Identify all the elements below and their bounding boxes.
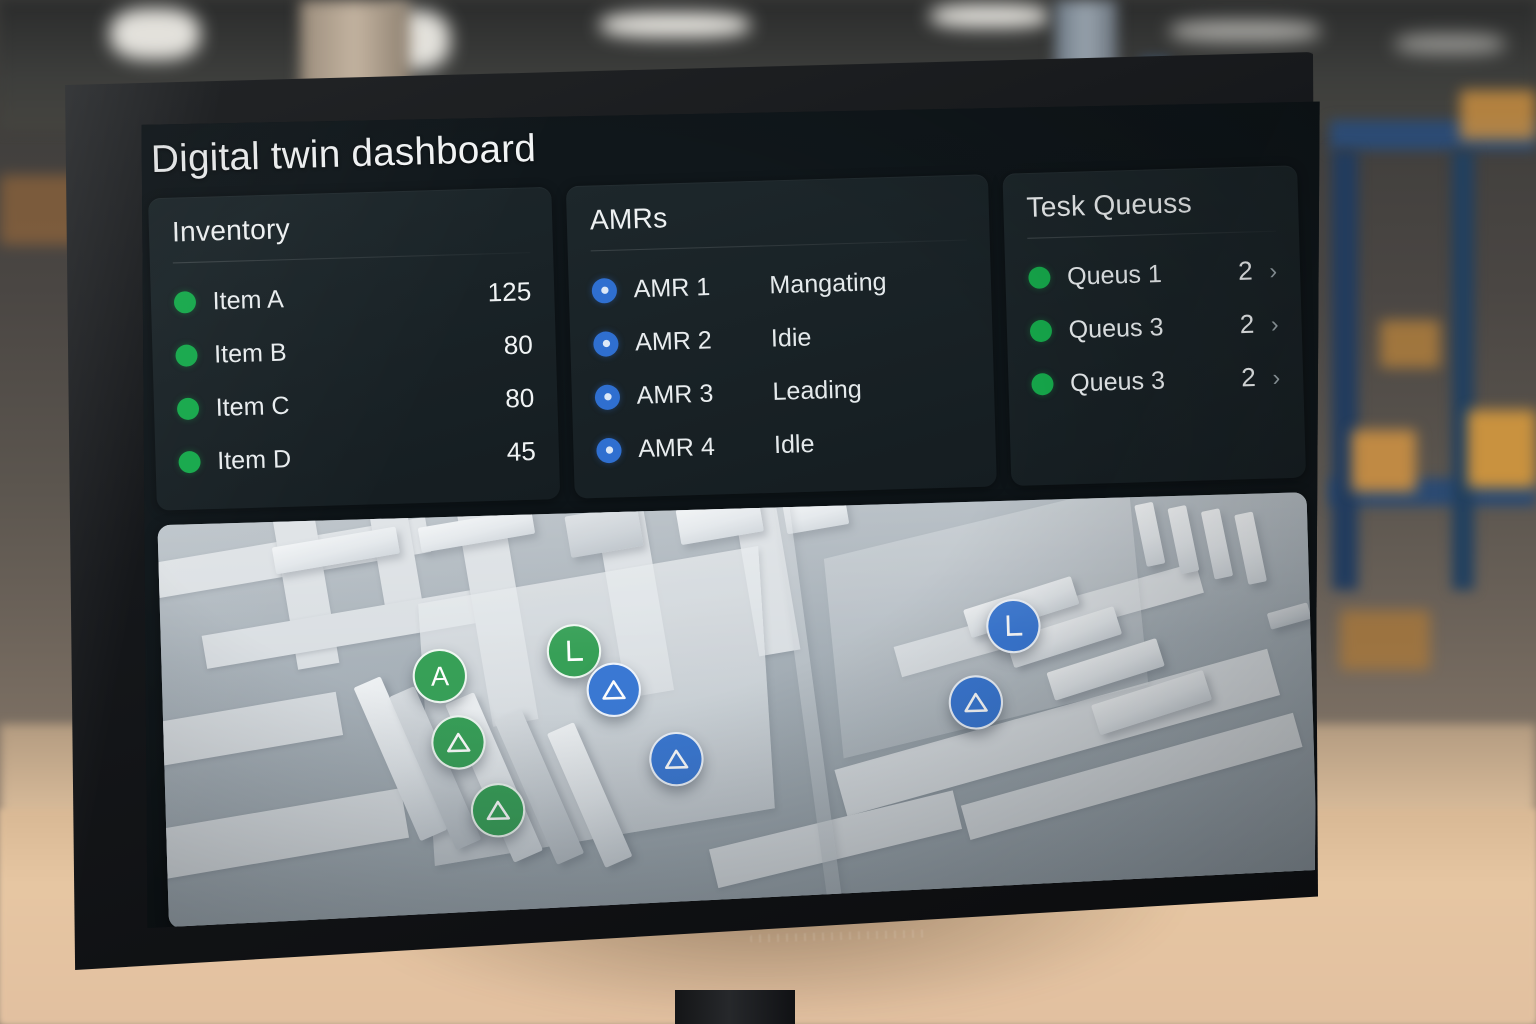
green-dot-icon: [178, 450, 201, 474]
background-carton: [1352, 430, 1416, 492]
ceiling-light-icon: [930, 4, 1050, 28]
amr-label: AMR 3: [636, 379, 714, 410]
ceiling-light-icon: [110, 8, 200, 60]
task-queues-panel-title: Tesk Queuss: [1025, 187, 1193, 224]
row-spacer: [710, 285, 769, 287]
row-spacer: [1162, 272, 1238, 274]
row-spacer: [1165, 379, 1241, 381]
amr-marker-triangle-icon[interactable]: [648, 731, 705, 788]
amr-status: Idie: [770, 322, 812, 353]
queue-label: Queus 1: [1066, 259, 1163, 291]
ceiling-light-icon: [1170, 20, 1320, 42]
summary-cards: Inventory Item A 125 Item B 80: [148, 165, 1307, 511]
inventory-panel: Inventory Item A 125 Item B 80: [148, 186, 561, 511]
row-spacer: [287, 346, 504, 352]
task-queues-panel: Tesk Queuss Queus 1 2 › Queus 3: [1002, 165, 1307, 487]
inventory-item-value: 45: [506, 437, 537, 468]
blue-ring-icon: [593, 330, 619, 357]
green-dot-icon: [1029, 319, 1053, 343]
amr-marker-triangle-icon[interactable]: [585, 661, 642, 718]
amr-label: AMR 1: [633, 272, 711, 303]
blue-ring-icon: [596, 437, 622, 463]
inventory-item-label: Item B: [213, 338, 288, 369]
monitor-screen: Digital twin dashboard Inventory Item A …: [141, 101, 1320, 928]
ceiling-light-icon: [1395, 34, 1505, 54]
row-spacer: [1163, 325, 1239, 327]
green-dot-icon: [175, 344, 198, 367]
green-dot-icon: [173, 291, 197, 314]
background-carton: [1380, 320, 1440, 368]
chevron-right-icon[interactable]: ›: [1270, 310, 1279, 337]
amr-status: Leading: [772, 374, 863, 406]
monitor-stand-neck: [675, 990, 795, 1024]
blue-ring-icon: [591, 277, 618, 304]
row-spacer: [284, 294, 488, 300]
monitor: Digital twin dashboard Inventory Item A …: [60, 52, 1320, 1024]
amr-status: Mangating: [768, 267, 887, 300]
queue-row[interactable]: Queus 1 2 ›: [1028, 244, 1278, 304]
queue-count: 2: [1240, 362, 1257, 393]
queue-row[interactable]: Queus 3 2 ›: [1029, 297, 1279, 357]
inventory-item-label: Item A: [212, 284, 285, 316]
station-marker-l-icon[interactable]: [985, 598, 1042, 655]
robot-marker-triangle-icon[interactable]: [430, 714, 487, 771]
amr-marker-triangle-icon[interactable]: [947, 674, 1004, 731]
background-racking: [1332, 150, 1358, 590]
chevron-right-icon[interactable]: ›: [1269, 257, 1278, 284]
inventory-row[interactable]: Item D 45: [178, 426, 537, 490]
background-carton: [1460, 90, 1536, 140]
row-spacer: [713, 392, 772, 394]
row-spacer: [715, 445, 774, 447]
row-spacer: [291, 453, 507, 459]
background-carton: [1468, 410, 1536, 488]
amr-row[interactable]: AMR 4 Idle: [596, 413, 974, 477]
amr-label: AMR 2: [634, 325, 713, 357]
chevron-right-icon[interactable]: ›: [1272, 363, 1281, 391]
queue-count: 2: [1239, 309, 1255, 340]
station-marker-l-icon[interactable]: [546, 623, 602, 680]
warehouse-3d-map[interactable]: A: [157, 492, 1319, 928]
inventory-item-label: Item D: [216, 444, 292, 475]
queue-count: 2: [1237, 256, 1254, 287]
queue-label: Queus 3: [1068, 312, 1164, 344]
robot-marker-triangle-icon[interactable]: [470, 782, 527, 839]
green-dot-icon: [1031, 372, 1054, 396]
ceiling-light-icon: [600, 12, 750, 38]
amrs-panel: AMRs AMR 1 Mangating AMR 2 Idie: [565, 174, 997, 499]
inventory-item-value: 125: [487, 277, 532, 308]
background-racking: [1452, 150, 1474, 590]
queue-row[interactable]: Queus 3 2 ›: [1031, 351, 1281, 411]
green-dot-icon: [1028, 266, 1051, 289]
row-spacer: [290, 400, 506, 406]
marker-glyph-a: A: [430, 660, 450, 692]
inventory-item-label: Item C: [215, 391, 290, 422]
monitor-speaker-grille: [749, 929, 931, 943]
amr-status: Idle: [773, 429, 815, 459]
inventory-item-value: 80: [503, 330, 534, 361]
inventory-item-value: 80: [504, 383, 535, 414]
amr-label: AMR 4: [637, 432, 716, 463]
green-dot-icon: [176, 397, 200, 421]
blue-ring-icon: [594, 383, 621, 410]
queue-label: Queus 3: [1069, 366, 1166, 398]
dashboard-root: Digital twin dashboard Inventory Item A …: [141, 101, 1320, 928]
row-spacer: [712, 339, 771, 341]
background-carton: [1340, 610, 1430, 670]
